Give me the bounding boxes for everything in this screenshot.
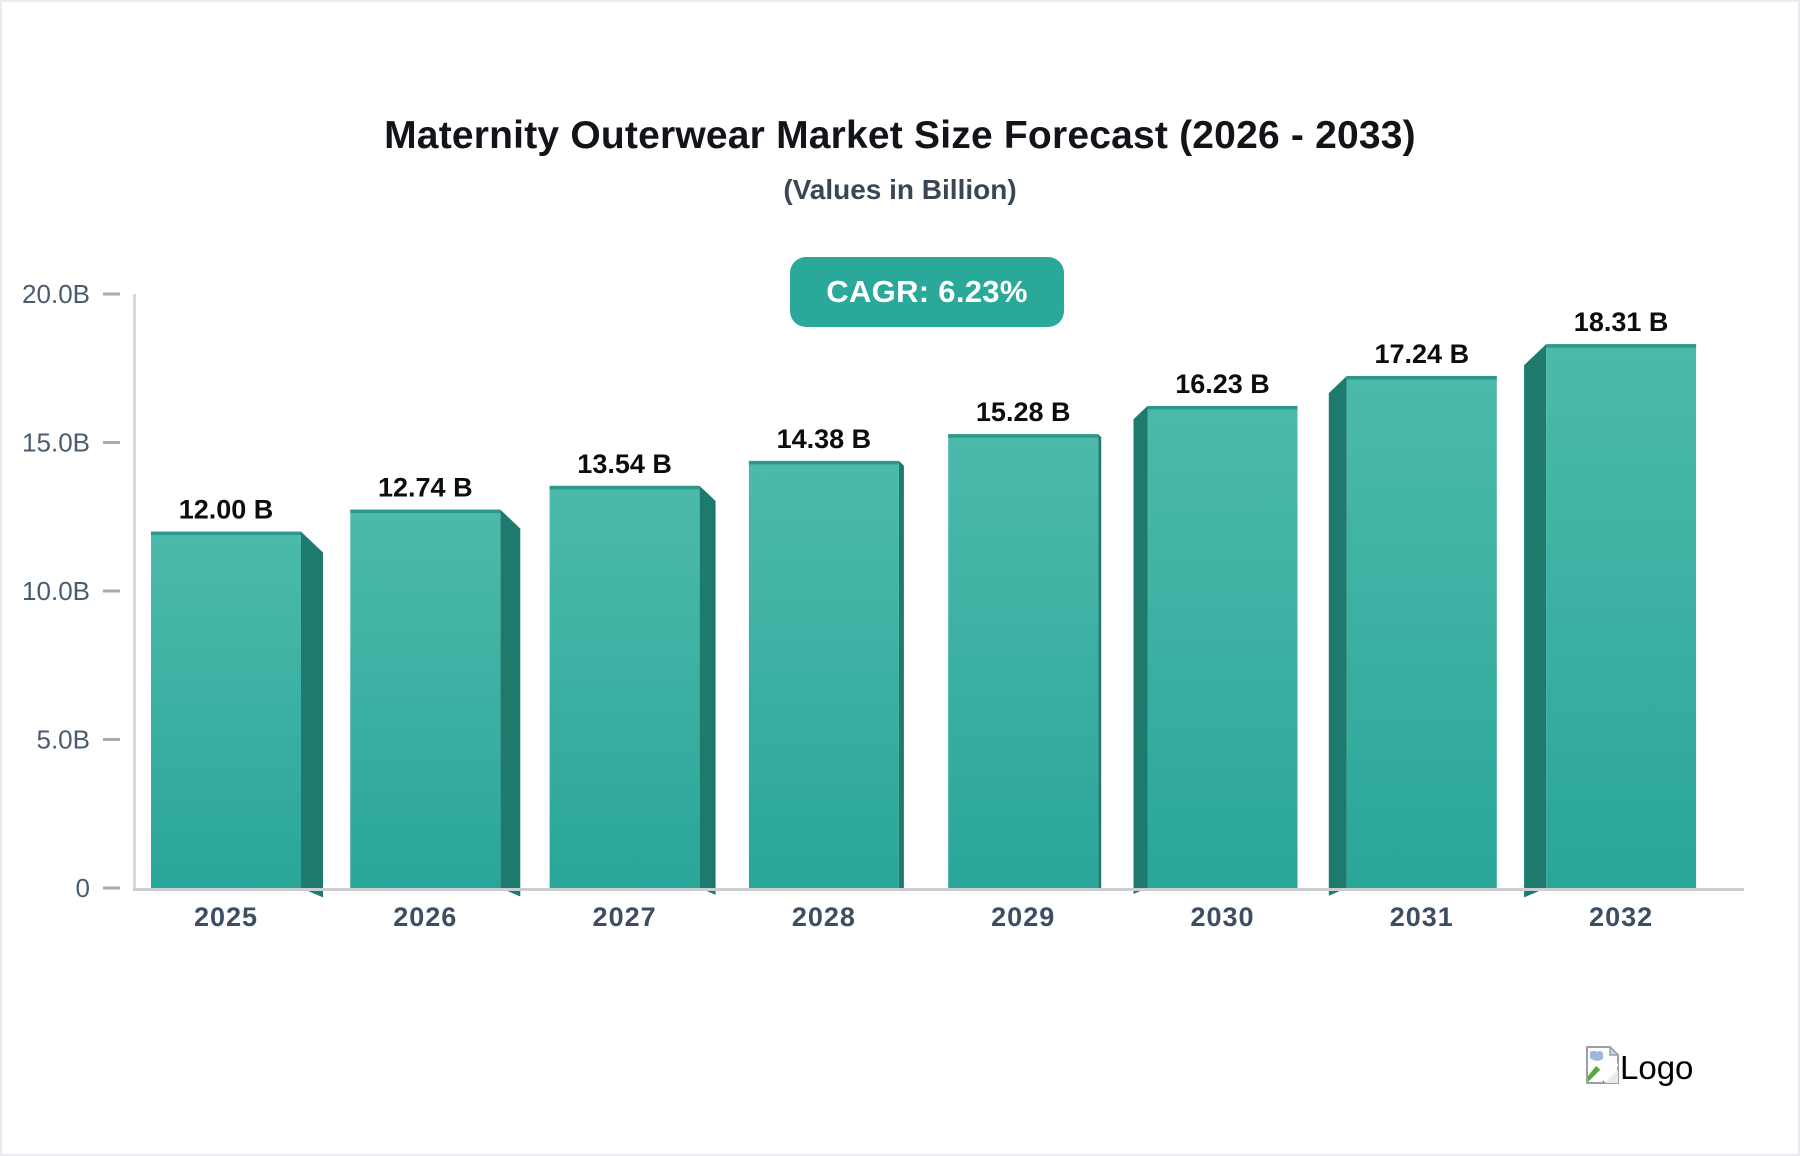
bar-top-edge bbox=[350, 509, 501, 514]
bar-top-edge bbox=[549, 485, 700, 490]
bar-value-label: 18.31 B bbox=[1574, 307, 1669, 337]
bar-value-label: 17.24 B bbox=[1375, 339, 1470, 369]
bar-side-3d bbox=[1133, 405, 1148, 894]
y-tick bbox=[103, 886, 120, 890]
bar-side-3d bbox=[699, 485, 716, 895]
y-tick-label: 15.0B bbox=[22, 428, 90, 458]
bar-value-label: 12.74 B bbox=[378, 473, 473, 503]
bar-face bbox=[948, 434, 1099, 888]
bar-side-3d bbox=[301, 531, 323, 898]
x-tick-label: 2026 bbox=[393, 902, 457, 932]
chart-title: Maternity Outerwear Market Size Forecast… bbox=[384, 114, 1416, 157]
bar-side-3d bbox=[1328, 375, 1347, 896]
bar-face bbox=[1546, 344, 1697, 888]
x-tick-label: 2030 bbox=[1190, 902, 1254, 932]
y-tick bbox=[103, 292, 120, 296]
bar-face bbox=[1147, 405, 1298, 888]
bar-value-label: 13.54 B bbox=[577, 449, 672, 479]
y-tick bbox=[103, 441, 120, 444]
bar-face bbox=[350, 509, 501, 888]
x-axis-line bbox=[133, 888, 1744, 891]
cagr-badge: CAGR: 6.23% bbox=[790, 257, 1064, 327]
y-tick bbox=[103, 738, 120, 741]
bar-face bbox=[748, 460, 899, 888]
bar-top-edge bbox=[748, 460, 899, 465]
bar-top-edge bbox=[151, 531, 301, 536]
y-tick-label: 0 bbox=[76, 873, 90, 903]
x-tick-label: 2032 bbox=[1589, 902, 1653, 932]
bar-face bbox=[151, 531, 301, 888]
x-tick-label: 2028 bbox=[792, 902, 856, 932]
bar-value-label: 12.00 B bbox=[179, 495, 274, 525]
bar-face bbox=[549, 485, 700, 888]
bar-value-label: 16.23 B bbox=[1175, 369, 1270, 399]
chart-subtitle: (Values in Billion) bbox=[783, 174, 1017, 205]
y-tick bbox=[103, 589, 120, 593]
y-tick-label: 20.0B bbox=[22, 279, 90, 309]
x-tick-label: 2029 bbox=[991, 902, 1055, 932]
bar-top-edge bbox=[1147, 405, 1298, 410]
bar-value-label: 15.28 B bbox=[976, 397, 1071, 427]
y-tick-label: 10.0B bbox=[22, 576, 90, 606]
x-tick-label: 2027 bbox=[593, 902, 657, 932]
bar-side-3d bbox=[1098, 434, 1102, 890]
y-axis-line bbox=[133, 294, 136, 888]
bar-side-3d bbox=[500, 509, 521, 897]
y-tick-label: 5.0B bbox=[37, 725, 91, 755]
bar-top-edge bbox=[1346, 375, 1497, 380]
bar-side-3d bbox=[898, 460, 904, 891]
logo-text: Logo bbox=[1620, 1048, 1694, 1086]
bar-top-edge bbox=[948, 434, 1099, 438]
x-tick-label: 2025 bbox=[194, 902, 258, 932]
broken-image-icon bbox=[1586, 1046, 1619, 1084]
bar-face bbox=[1346, 375, 1497, 888]
logo: Logo bbox=[1586, 1040, 1693, 1086]
bar-side-3d bbox=[1524, 344, 1547, 898]
x-tick-label: 2031 bbox=[1390, 902, 1454, 932]
bar-value-label: 14.38 B bbox=[777, 424, 872, 454]
cagr-badge-label: CAGR: 6.23% bbox=[826, 274, 1028, 309]
bar-top-edge bbox=[1546, 344, 1697, 348]
